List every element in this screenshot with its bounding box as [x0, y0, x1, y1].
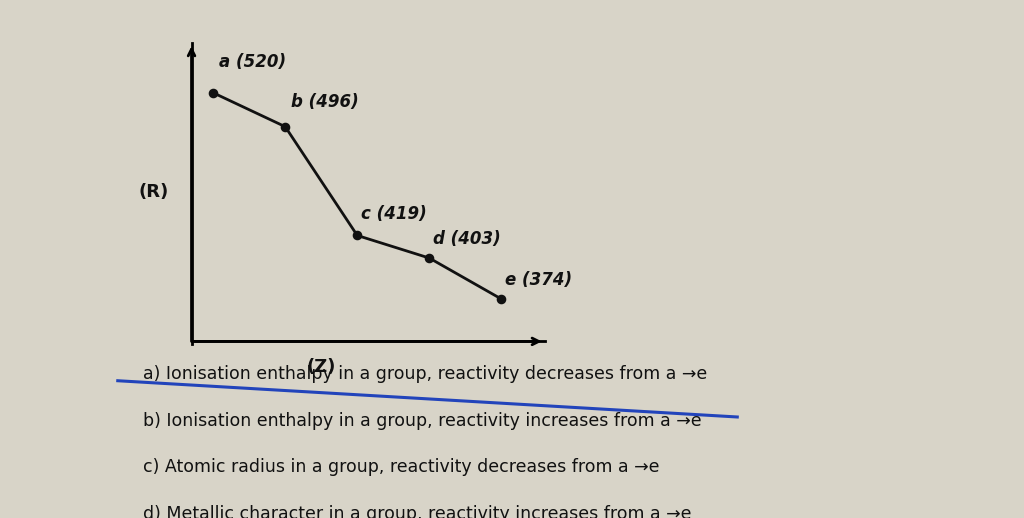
Text: d) Metallic character in a group, reactivity increases from a →e: d) Metallic character in a group, reacti…: [143, 505, 692, 518]
Text: b) Ionisation enthalpy in a group, reactivity increases from a →e: b) Ionisation enthalpy in a group, react…: [143, 412, 702, 430]
Point: [349, 232, 366, 240]
Point: [278, 123, 294, 131]
Text: a) Ionisation enthalpy in a group, reactivity decreases from a →e: a) Ionisation enthalpy in a group, react…: [143, 365, 708, 383]
Point: [421, 254, 437, 262]
Point: [494, 295, 510, 303]
Text: c) Atomic radius in a group, reactivity decreases from a →e: c) Atomic radius in a group, reactivity …: [143, 458, 659, 477]
Text: a (520): a (520): [219, 53, 286, 71]
Text: e (374): e (374): [505, 271, 572, 289]
Point: [205, 89, 221, 97]
Text: (R): (R): [139, 183, 169, 200]
Text: (Z): (Z): [306, 358, 336, 376]
Text: b (496): b (496): [291, 93, 358, 111]
Text: c (419): c (419): [360, 205, 427, 223]
Text: d (403): d (403): [433, 230, 501, 248]
